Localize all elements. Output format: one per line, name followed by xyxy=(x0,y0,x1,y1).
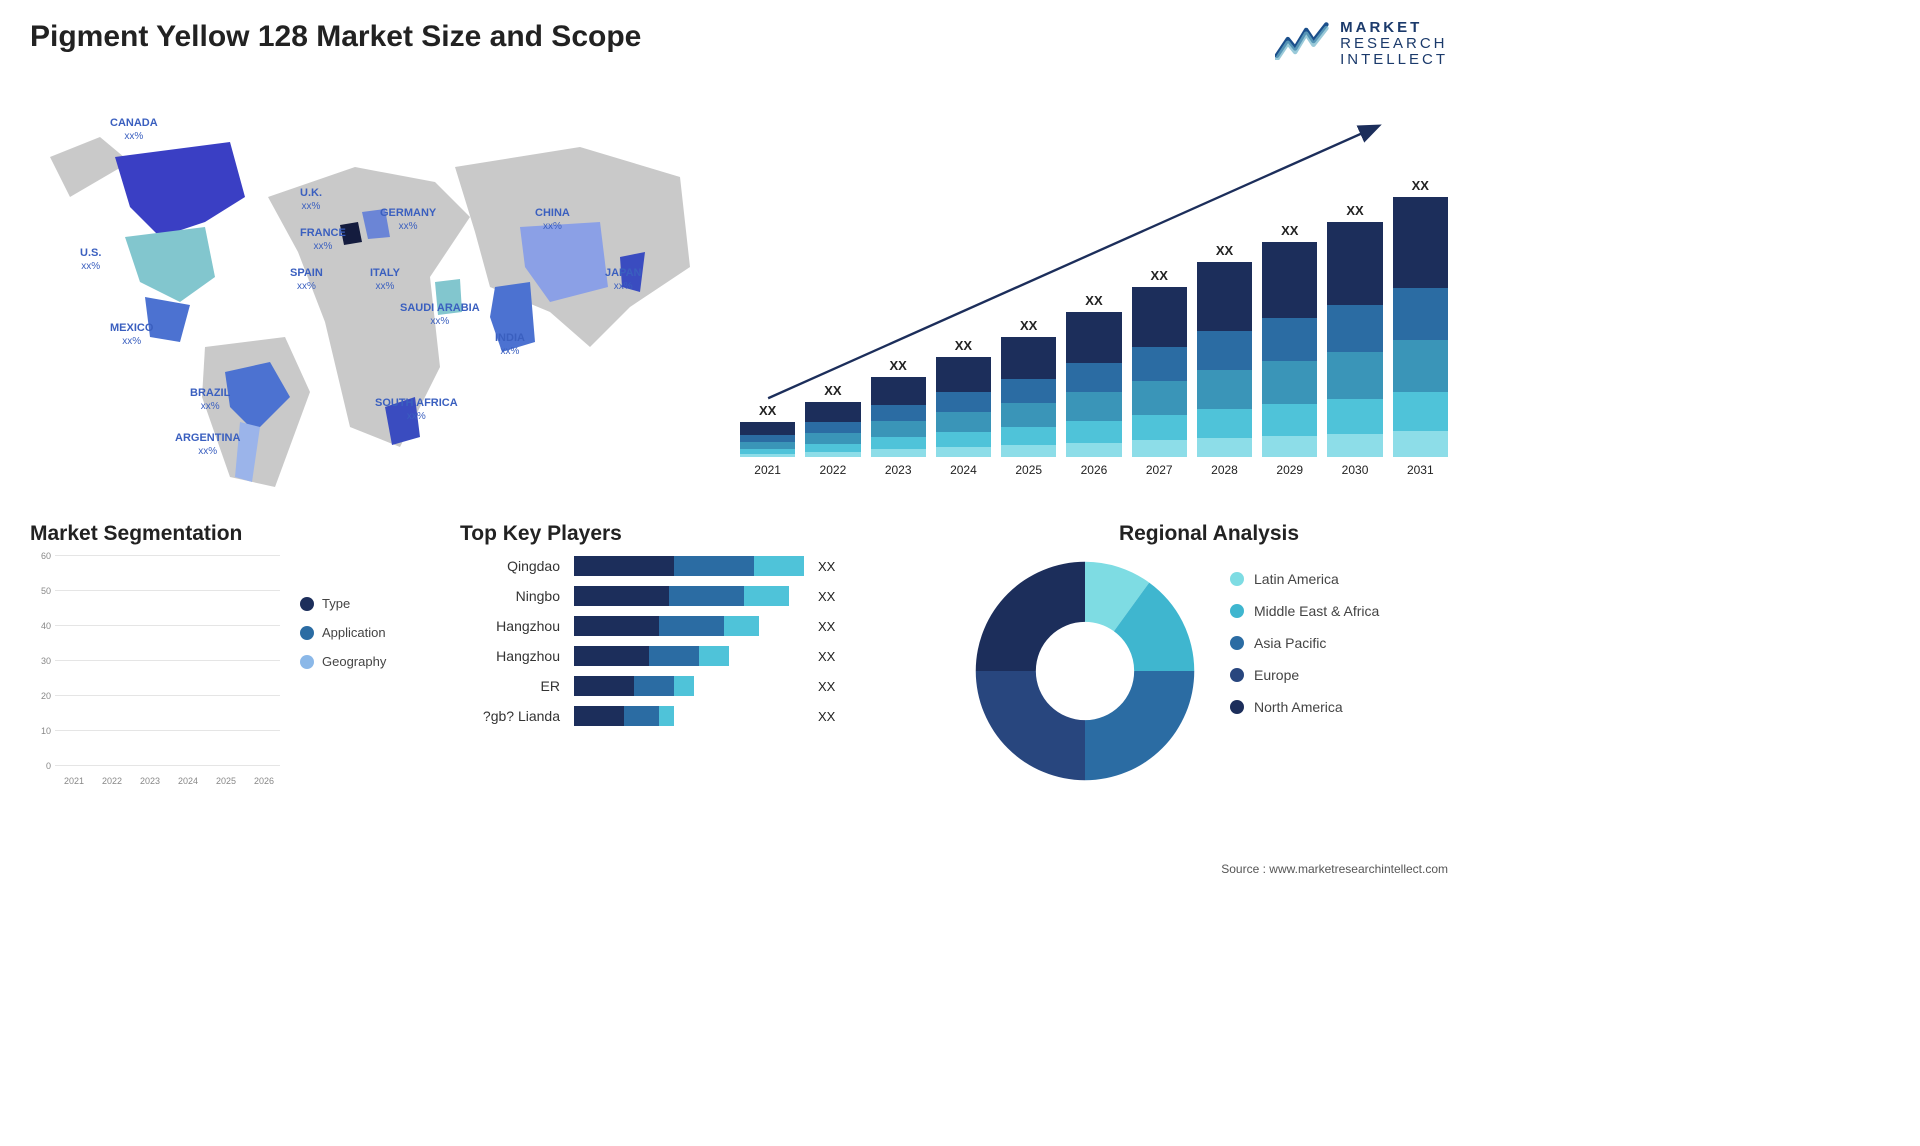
growth-year: 2027 xyxy=(1146,463,1173,477)
growth-year: 2022 xyxy=(820,463,847,477)
key-players-panel: Top Key Players QingdaoXXNingboXXHangzho… xyxy=(460,522,940,786)
map-label: JAPANxx% xyxy=(605,267,641,292)
growth-year: 2030 xyxy=(1342,463,1369,477)
map-label: SPAINxx% xyxy=(290,267,323,292)
growth-value: XX xyxy=(955,338,972,353)
map-label: ITALYxx% xyxy=(370,267,400,292)
growth-value: XX xyxy=(759,403,776,418)
source-text: Source : www.marketresearchintellect.com xyxy=(1221,862,1448,876)
growth-year: 2031 xyxy=(1407,463,1434,477)
player-name: Hangzhou xyxy=(460,648,560,664)
map-label: MEXICOxx% xyxy=(110,322,153,347)
legend-item: Geography xyxy=(300,654,430,669)
regional-title: Regional Analysis xyxy=(970,522,1448,546)
growth-year: 2023 xyxy=(885,463,912,477)
player-name: ER xyxy=(460,678,560,694)
player-value: XX xyxy=(818,589,835,604)
legend-item: Europe xyxy=(1230,667,1448,683)
logo: MARKET RESEARCH INTELLECT xyxy=(1275,20,1448,67)
growth-value: XX xyxy=(1346,203,1363,218)
player-value: XX xyxy=(818,679,835,694)
growth-value: XX xyxy=(1281,223,1298,238)
regional-panel: Regional Analysis Latin America Middle Ea… xyxy=(970,522,1448,786)
player-value: XX xyxy=(818,559,835,574)
page-title: Pigment Yellow 128 Market Size and Scope xyxy=(30,20,641,54)
regional-legend: Latin America Middle East & Africa Asia Pa… xyxy=(1230,556,1448,786)
player-value: XX xyxy=(818,619,835,634)
legend-item: Application xyxy=(300,625,430,640)
growth-bar: XX 2029 xyxy=(1262,223,1317,477)
map-label: INDIAxx% xyxy=(495,332,525,357)
player-name: Hangzhou xyxy=(460,618,560,634)
player-row: Qingdao XX xyxy=(460,556,940,576)
logo-icon xyxy=(1275,22,1330,65)
legend-item: North America xyxy=(1230,699,1448,715)
growth-year: 2024 xyxy=(950,463,977,477)
legend-item: Latin America xyxy=(1230,571,1448,587)
player-row: Hangzhou XX xyxy=(460,646,940,666)
player-name: Qingdao xyxy=(460,558,560,574)
map-label: CHINAxx% xyxy=(535,207,570,232)
segmentation-panel: Market Segmentation 0102030405060 202120… xyxy=(30,522,430,786)
player-row: ER XX xyxy=(460,676,940,696)
growth-year: 2028 xyxy=(1211,463,1238,477)
growth-bar: XX 2025 xyxy=(1001,318,1056,477)
map-label: BRAZILxx% xyxy=(190,387,230,412)
map-label: U.S.xx% xyxy=(80,247,101,272)
map-label: CANADAxx% xyxy=(110,117,158,142)
key-players-title: Top Key Players xyxy=(460,522,940,546)
legend-item: Asia Pacific xyxy=(1230,635,1448,651)
segmentation-title: Market Segmentation xyxy=(30,522,430,546)
header: Pigment Yellow 128 Market Size and Scope… xyxy=(30,20,1448,67)
segmentation-legend: Type Application Geography xyxy=(300,556,430,786)
growth-bar: XX 2021 xyxy=(740,403,795,477)
world-map: CANADAxx% U.S.xx% MEXICOxx% BRAZILxx% ARGENT… xyxy=(30,87,710,497)
growth-year: 2025 xyxy=(1015,463,1042,477)
map-label: ARGENTINAxx% xyxy=(175,432,240,457)
player-name: Ningbo xyxy=(460,588,560,604)
growth-value: XX xyxy=(824,383,841,398)
growth-value: XX xyxy=(1412,178,1429,193)
key-players-chart: Qingdao XX Ningbo XX Hangzhou XX Hangzhou XX ER X… xyxy=(460,556,940,726)
map-label: SOUTH AFRICAxx% xyxy=(375,397,458,422)
map-label: FRANCExx% xyxy=(300,227,346,252)
logo-text: MARKET RESEARCH INTELLECT xyxy=(1340,20,1448,67)
map-label: GERMANYxx% xyxy=(380,207,436,232)
growth-bar: XX 2027 xyxy=(1132,268,1187,477)
player-name: ?gb? Lianda xyxy=(460,708,560,724)
growth-value: XX xyxy=(1216,243,1233,258)
growth-bar: XX 2026 xyxy=(1066,293,1121,477)
growth-year: 2029 xyxy=(1276,463,1303,477)
legend-item: Type xyxy=(300,596,430,611)
growth-bar: XX 2028 xyxy=(1197,243,1252,477)
growth-year: 2021 xyxy=(754,463,781,477)
player-row: ?gb? Lianda XX xyxy=(460,706,940,726)
map-label: U.K.xx% xyxy=(300,187,322,212)
growth-value: XX xyxy=(1020,318,1037,333)
regional-donut xyxy=(970,556,1200,786)
segmentation-chart: 0102030405060 202120222023202420252026 xyxy=(30,556,280,786)
legend-item: Middle East & Africa xyxy=(1230,603,1448,619)
growth-bar: XX 2024 xyxy=(936,338,991,477)
growth-year: 2026 xyxy=(1081,463,1108,477)
player-row: Hangzhou XX xyxy=(460,616,940,636)
player-row: Ningbo XX xyxy=(460,586,940,606)
growth-value: XX xyxy=(1085,293,1102,308)
player-value: XX xyxy=(818,649,835,664)
growth-bar: XX 2031 xyxy=(1393,178,1448,477)
growth-value: XX xyxy=(1151,268,1168,283)
growth-bar: XX 2022 xyxy=(805,383,860,477)
growth-bar: XX 2023 xyxy=(871,358,926,477)
player-value: XX xyxy=(818,709,835,724)
growth-bar: XX 2030 xyxy=(1327,203,1382,477)
growth-value: XX xyxy=(889,358,906,373)
map-label: SAUDI ARABIAxx% xyxy=(400,302,480,327)
growth-chart: XX 2021 XX 2022 XX 2023 XX 2024 XX 2025 XX 2026 XX 20… xyxy=(740,87,1448,497)
